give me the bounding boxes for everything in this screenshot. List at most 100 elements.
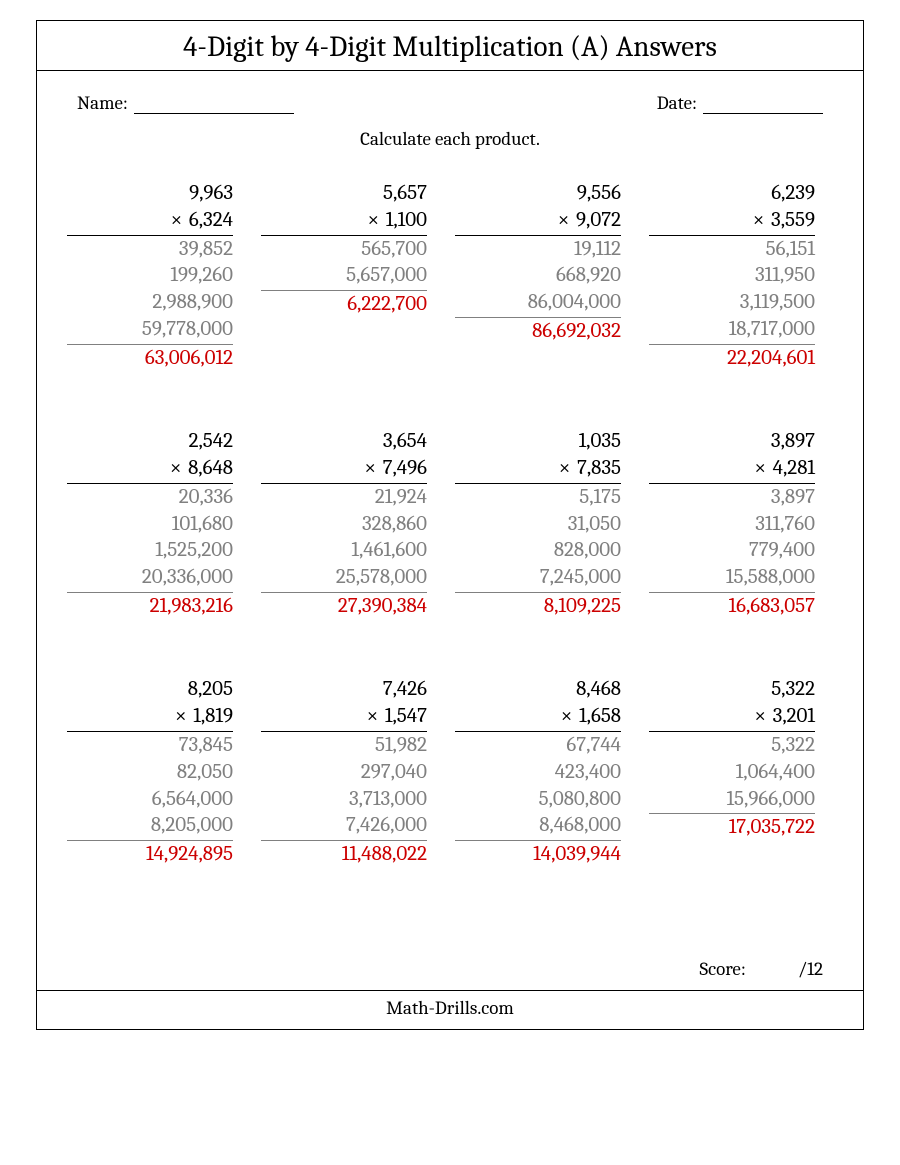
score-label: Score: [699, 958, 745, 980]
times-symbol: × [558, 208, 570, 232]
partial-product: 67,744 [455, 732, 621, 759]
multiplicand: 7,426 [261, 676, 427, 703]
partial-product: 20,336,000 [67, 564, 233, 593]
partial-product: 56,151 [649, 236, 815, 263]
multiplicand: 5,322 [649, 676, 815, 703]
partial-product: 20,336 [67, 484, 233, 511]
partial-product: 5,080,800 [455, 786, 621, 813]
partial-product: 1,064,400 [649, 759, 815, 786]
multiplier-row: × 1,547 [261, 703, 427, 732]
times-symbol: × [753, 208, 765, 232]
partial-product: 5,657,000 [261, 262, 427, 291]
times-symbol: × [171, 208, 183, 232]
partial-product: 311,950 [649, 262, 815, 289]
final-answer: 17,035,722 [649, 814, 815, 841]
multiplier-row: × 7,496 [261, 455, 427, 484]
date-label: Date: [657, 92, 697, 114]
multiplicand: 9,556 [455, 180, 621, 207]
date-field: Date: [657, 91, 823, 114]
name-label: Name: [77, 92, 128, 114]
multiplicand: 1,035 [455, 428, 621, 455]
multiplier-row: × 4,281 [649, 455, 815, 484]
final-answer: 21,983,216 [67, 593, 233, 620]
multiplicand: 3,654 [261, 428, 427, 455]
partial-product: 328,860 [261, 511, 427, 538]
times-symbol: × [175, 704, 187, 728]
partial-product: 15,588,000 [649, 564, 815, 593]
partial-product: 779,400 [649, 537, 815, 564]
partial-product: 1,525,200 [67, 537, 233, 564]
problem-2: 5,657× 1,100565,7005,657,0006,222,700 [261, 180, 445, 372]
partial-product: 3,713,000 [261, 786, 427, 813]
problem-9: 8,205× 1,81973,84582,0506,564,0008,205,0… [67, 676, 251, 868]
partial-product: 18,717,000 [649, 316, 815, 345]
partial-product: 1,461,600 [261, 537, 427, 564]
name-blank[interactable] [134, 91, 294, 114]
problem-11: 8,468× 1,65867,744423,4005,080,8008,468,… [455, 676, 639, 868]
times-symbol: × [364, 456, 376, 480]
times-symbol: × [559, 456, 571, 480]
multiplier-row: × 8,648 [67, 455, 233, 484]
partial-product: 565,700 [261, 236, 427, 263]
final-answer: 86,692,032 [455, 318, 621, 345]
date-blank[interactable] [703, 91, 823, 114]
partial-product: 297,040 [261, 759, 427, 786]
times-symbol: × [170, 456, 182, 480]
final-answer: 11,488,022 [261, 841, 427, 868]
partial-product: 311,760 [649, 511, 815, 538]
final-answer: 8,109,225 [455, 593, 621, 620]
partial-product: 5,175 [455, 484, 621, 511]
problem-4: 6,239× 3,55956,151311,9503,119,50018,717… [649, 180, 833, 372]
partial-product: 39,852 [67, 236, 233, 263]
partial-product: 31,050 [455, 511, 621, 538]
multiplier-row: × 1,819 [67, 703, 233, 732]
partial-product: 6,564,000 [67, 786, 233, 813]
multiplier-row: × 6,324 [67, 207, 233, 236]
partial-product: 8,205,000 [67, 812, 233, 841]
problem-5: 2,542× 8,64820,336101,6801,525,20020,336… [67, 428, 251, 620]
final-answer: 6,222,700 [261, 291, 427, 318]
partial-product: 15,966,000 [649, 786, 815, 815]
partial-product: 828,000 [455, 537, 621, 564]
partial-product: 86,004,000 [455, 289, 621, 318]
times-symbol: × [367, 704, 379, 728]
final-answer: 14,039,944 [455, 841, 621, 868]
partial-product: 199,260 [67, 262, 233, 289]
multiplicand: 8,468 [455, 676, 621, 703]
partial-product: 7,426,000 [261, 812, 427, 841]
final-answer: 63,006,012 [67, 345, 233, 372]
partial-product: 73,845 [67, 732, 233, 759]
partial-product: 82,050 [67, 759, 233, 786]
problem-10: 7,426× 1,54751,982297,0403,713,0007,426,… [261, 676, 445, 868]
page-title: 4-Digit by 4-Digit Multiplication (A) An… [37, 21, 863, 71]
multiplicand: 6,239 [649, 180, 815, 207]
partial-product: 25,578,000 [261, 564, 427, 593]
final-answer: 14,924,895 [67, 841, 233, 868]
partial-product: 59,778,000 [67, 316, 233, 345]
multiplier-row: × 7,835 [455, 455, 621, 484]
partial-product: 3,119,500 [649, 289, 815, 316]
multiplier-row: × 3,201 [649, 703, 815, 732]
score-row: Score: /12 [37, 898, 863, 991]
final-answer: 27,390,384 [261, 593, 427, 620]
multiplicand: 5,657 [261, 180, 427, 207]
problem-12: 5,322× 3,2015,3221,064,40015,966,00017,0… [649, 676, 833, 868]
partial-product: 668,920 [455, 262, 621, 289]
multiplier-row: × 3,559 [649, 207, 815, 236]
partial-product: 8,468,000 [455, 812, 621, 841]
partial-product: 7,245,000 [455, 564, 621, 593]
problem-6: 3,654× 7,49621,924328,8601,461,60025,578… [261, 428, 445, 620]
partial-product: 5,322 [649, 732, 815, 759]
times-symbol: × [754, 456, 766, 480]
times-symbol: × [754, 704, 766, 728]
final-answer: 22,204,601 [649, 345, 815, 372]
multiplier-row: × 9,072 [455, 207, 621, 236]
meta-row: Name: Date: [37, 71, 863, 114]
multiplicand: 2,542 [67, 428, 233, 455]
score-blank[interactable] [752, 958, 792, 980]
final-answer: 16,683,057 [649, 593, 815, 620]
times-symbol: × [368, 208, 380, 232]
problem-8: 3,897× 4,2813,897311,760779,40015,588,00… [649, 428, 833, 620]
footer-text: Math-Drills.com [37, 991, 863, 1029]
partial-product: 51,982 [261, 732, 427, 759]
